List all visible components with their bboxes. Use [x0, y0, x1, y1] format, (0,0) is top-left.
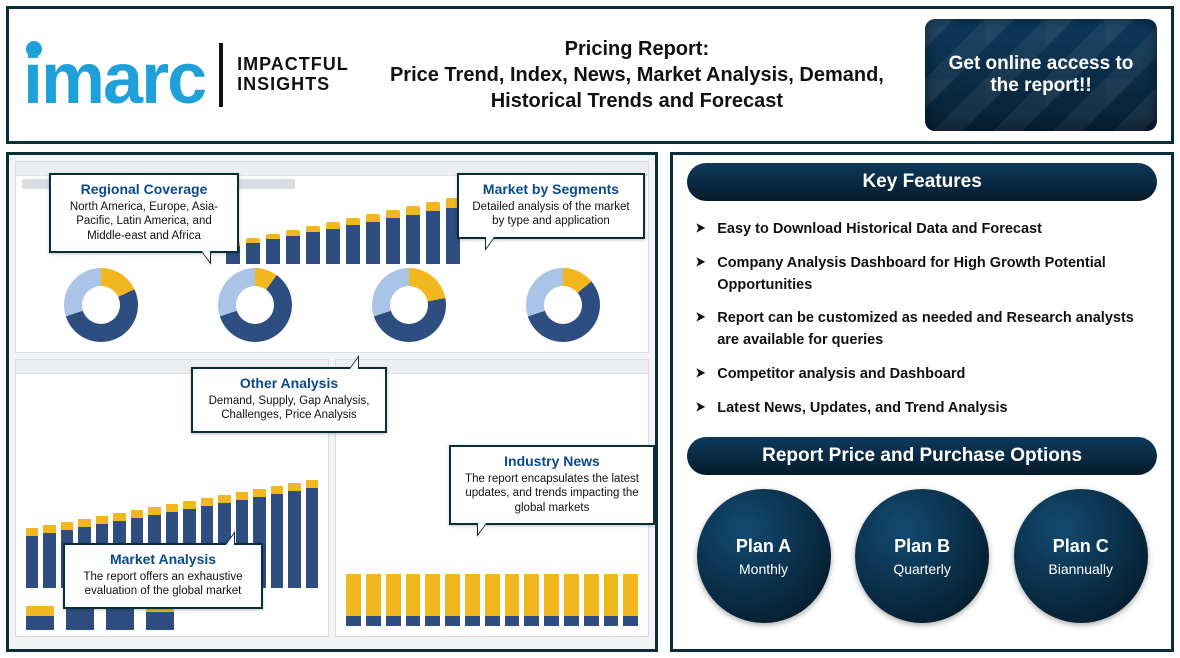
- bar: [564, 574, 579, 626]
- bar: [266, 234, 280, 264]
- callout-tail-icon: [349, 355, 359, 369]
- header: imarc IMPACTFUL INSIGHTS Pricing Report:…: [6, 6, 1174, 144]
- bar: [386, 210, 400, 264]
- bar: [485, 574, 500, 626]
- callout-title: Other Analysis: [203, 375, 375, 391]
- feature-item: Report can be customized as needed and R…: [695, 302, 1153, 358]
- page: imarc IMPACTFUL INSIGHTS Pricing Report:…: [0, 0, 1180, 658]
- bar: [26, 528, 38, 588]
- body-row: Regional Coverage North America, Europe, …: [6, 152, 1174, 652]
- cta-button[interactable]: Get online access to the report!!: [925, 19, 1157, 131]
- bar: [386, 574, 401, 626]
- plan-option[interactable]: Plan B Quarterly: [855, 489, 989, 623]
- feature-item: Company Analysis Dashboard for High Grow…: [695, 247, 1153, 303]
- bar: [426, 202, 440, 264]
- callout-title: Industry News: [461, 453, 643, 469]
- callout-desc: Detailed analysis of the market by type …: [469, 200, 633, 229]
- callout-regional: Regional Coverage North America, Europe, …: [49, 173, 239, 253]
- logo-wordmark: imarc: [23, 51, 205, 109]
- bar: [445, 574, 460, 626]
- title-line2: Price Trend, Index, News, Market Analysi…: [369, 62, 905, 114]
- donut-chart: [64, 268, 138, 342]
- bar: [271, 486, 283, 588]
- brand-logo: imarc IMPACTFUL INSIGHTS: [23, 41, 349, 109]
- right-panel: Key Features Easy to Download Historical…: [670, 152, 1174, 652]
- callout-desc: Demand, Supply, Gap Analysis, Challenges…: [203, 394, 375, 423]
- callout-tail-icon: [477, 523, 487, 537]
- br-bar-chart: [346, 564, 638, 626]
- callout-desc: The report offers an exhaustive evaluati…: [75, 570, 251, 599]
- callout-title: Regional Coverage: [61, 181, 227, 197]
- key-features-list: Easy to Download Historical Data and For…: [687, 211, 1157, 427]
- bar: [406, 574, 421, 626]
- bar: [346, 574, 361, 626]
- feature-item: Competitor analysis and Dashboard: [695, 358, 1153, 392]
- plan-option[interactable]: Plan A Monthly: [697, 489, 831, 623]
- callout-title: Market Analysis: [75, 551, 251, 567]
- purchase-heading: Report Price and Purchase Options: [687, 437, 1157, 475]
- plan-name: Plan A: [736, 536, 791, 557]
- callout-market: Market Analysis The report offers an exha…: [63, 543, 263, 609]
- bar: [524, 574, 539, 626]
- tagline-line2: INSIGHTS: [237, 75, 349, 95]
- bar: [505, 574, 520, 626]
- cta-label: Get online access to the report!!: [941, 53, 1141, 97]
- plan-option[interactable]: Plan C Biannually: [1014, 489, 1148, 623]
- stacked-bar: [26, 606, 54, 630]
- logo-mark: imarc: [23, 41, 205, 109]
- bar: [346, 218, 360, 264]
- bar: [306, 480, 318, 588]
- logo-divider: [219, 43, 223, 107]
- header-title: Pricing Report: Price Trend, Index, News…: [363, 36, 911, 114]
- bar: [246, 238, 260, 264]
- feature-item: Easy to Download Historical Data and For…: [695, 213, 1153, 247]
- dashboard-preview: Regional Coverage North America, Europe, …: [6, 152, 658, 652]
- bar: [286, 230, 300, 264]
- plan-name: Plan B: [894, 536, 950, 557]
- callout-title: Market by Segments: [469, 181, 633, 197]
- bar: [288, 483, 300, 588]
- logo-tagline: IMPACTFUL INSIGHTS: [237, 55, 349, 95]
- feature-item: Latest News, Updates, and Trend Analysis: [695, 392, 1153, 426]
- callout-industry: Industry News The report encapsulates the…: [449, 445, 655, 525]
- bar: [306, 226, 320, 264]
- donut-chart: [372, 268, 446, 342]
- plan-name: Plan C: [1053, 536, 1109, 557]
- tagline-line1: IMPACTFUL: [237, 55, 349, 75]
- bar: [425, 574, 440, 626]
- title-line1: Pricing Report:: [369, 36, 905, 62]
- callout-tail-icon: [225, 531, 235, 545]
- bar: [623, 574, 638, 626]
- callout-desc: The report encapsulates the latest updat…: [461, 472, 643, 515]
- bar: [465, 574, 480, 626]
- donut-row: [16, 262, 648, 348]
- callout-segments: Market by Segments Detailed analysis of t…: [457, 173, 645, 239]
- bar: [326, 222, 340, 264]
- donut-chart: [526, 268, 600, 342]
- bar: [584, 574, 599, 626]
- key-features-heading: Key Features: [687, 163, 1157, 201]
- bar: [366, 574, 381, 626]
- callout-other: Other Analysis Demand, Supply, Gap Analys…: [191, 367, 387, 433]
- donut-chart: [218, 268, 292, 342]
- plans-row: Plan A Monthly Plan B Quarterly Plan C Biannu…: [687, 485, 1157, 623]
- plan-frequency: Quarterly: [893, 561, 951, 577]
- bar: [43, 525, 55, 588]
- bar: [406, 206, 420, 264]
- callout-tail-icon: [201, 251, 211, 265]
- bar: [544, 574, 559, 626]
- callout-tail-icon: [485, 237, 495, 251]
- bar: [604, 574, 619, 626]
- plan-frequency: Biannually: [1048, 561, 1113, 577]
- callout-desc: North America, Europe, Asia-Pacific, Lat…: [61, 200, 227, 243]
- plan-frequency: Monthly: [739, 561, 788, 577]
- bar: [366, 214, 380, 264]
